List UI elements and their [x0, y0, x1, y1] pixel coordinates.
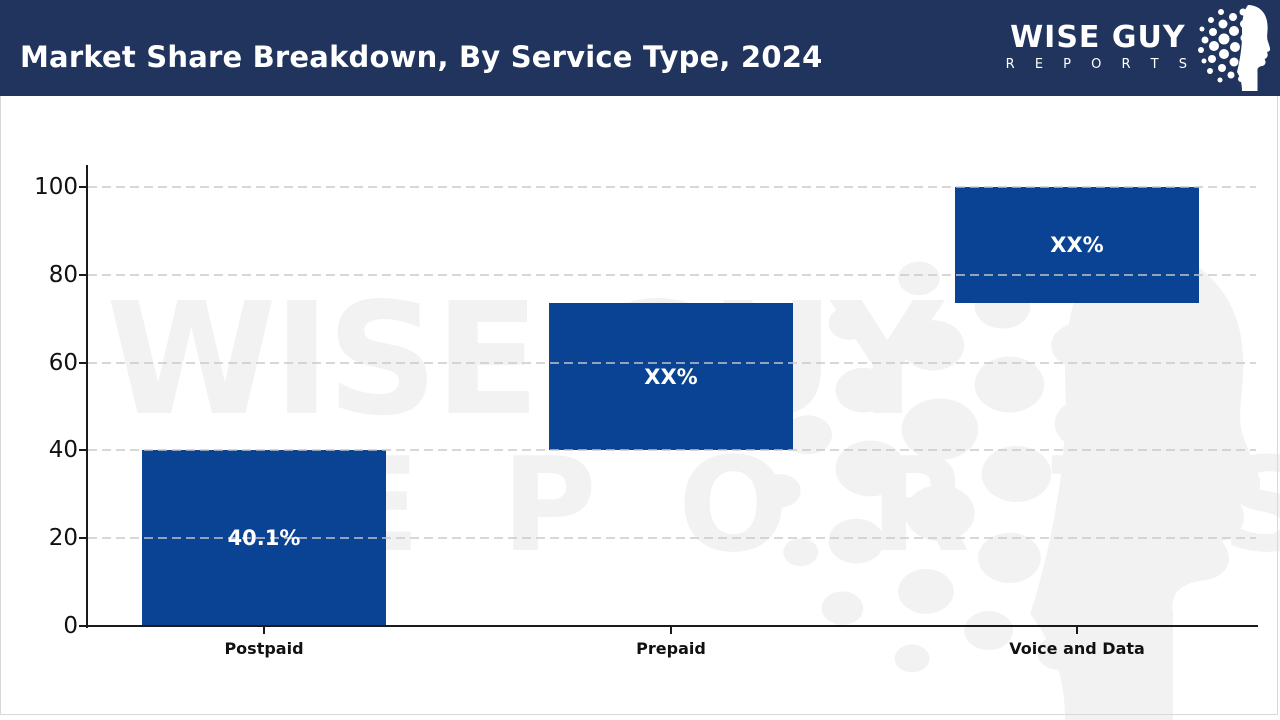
y-tick-60: [79, 361, 86, 364]
logo-wordmark: WISE GUY: [1010, 20, 1186, 56]
y-tick-20: [79, 537, 86, 540]
wiseguy-logo: WISE GUY R E P O R T S: [1001, 3, 1270, 91]
x-tick-voice-and-data: [1076, 627, 1078, 634]
logo-subtext: R E P O R T S: [1005, 56, 1195, 72]
x-axis-label-postpaid: Postpaid: [224, 639, 304, 658]
bar-prepaid: [549, 303, 793, 450]
x-tick-prepaid: [670, 627, 672, 634]
y-tick-label-40: 40: [48, 437, 78, 464]
gridline-60: [88, 361, 1256, 364]
x-axis-label-voice-and-data: Voice and Data: [1009, 639, 1145, 658]
header-bar: Market Share Breakdown, By Service Type,…: [0, 0, 1280, 96]
watermark-face-icon: [758, 239, 1260, 720]
gridline-20: [88, 537, 1256, 540]
chart-title: Market Share Breakdown, By Service Type,…: [20, 40, 823, 74]
x-axis-label-prepaid: Prepaid: [636, 639, 706, 658]
logo-text: WISE GUY R E P O R T S: [1001, 22, 1195, 72]
y-tick-label-60: 60: [48, 349, 78, 376]
gridline-40: [88, 449, 1256, 452]
bar-voice-and-data: [955, 187, 1199, 304]
y-tick-40: [79, 449, 86, 452]
y-tick-0: [79, 625, 86, 627]
x-tick-postpaid: [263, 627, 265, 634]
watermark-wordmark: WISE GUY: [106, 269, 943, 450]
y-tick-label-100: 100: [34, 174, 78, 200]
gridline-80: [88, 273, 1256, 276]
gridline-100: [88, 186, 1256, 188]
logo-face-icon: [1198, 5, 1270, 91]
bar-value-label-voice-and-data: XX%: [1050, 233, 1104, 258]
y-tick-80: [79, 273, 86, 276]
y-tick-100: [79, 186, 86, 188]
x-axis-line: [86, 625, 1258, 627]
y-tick-label-20: 20: [48, 525, 78, 552]
y-tick-label-0: 0: [63, 613, 78, 639]
bar-value-label-postpaid: 40.1%: [227, 525, 301, 550]
y-axis-line: [86, 165, 88, 628]
y-tick-label-80: 80: [48, 261, 78, 288]
bar-value-label-prepaid: XX%: [644, 364, 698, 389]
